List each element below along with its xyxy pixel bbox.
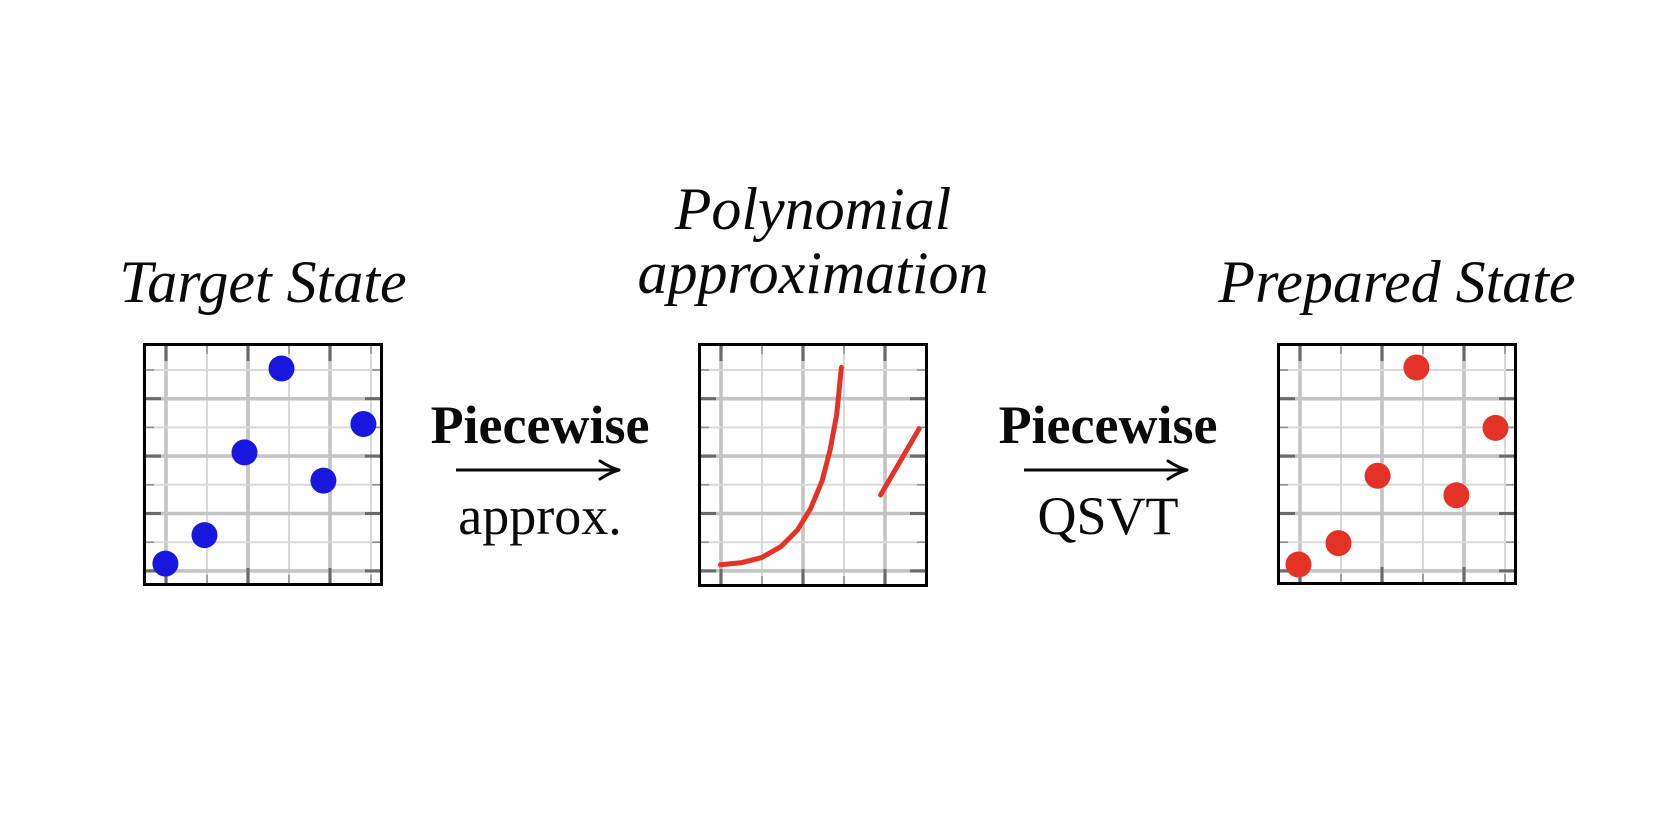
prepared-state-plot: [1277, 343, 1517, 585]
piecewise-approx-top-label: Piecewise: [430, 395, 650, 455]
title-polynomial-line2: approximation: [637, 240, 989, 306]
title-target-state: Target State: [119, 250, 406, 314]
arrow-group-piecewise-qsvt: Piecewise QSVT: [928, 385, 1288, 555]
arrow-group-piecewise-approx: Piecewise approx.: [360, 385, 720, 555]
piecewise-qsvt-top-label: Piecewise: [998, 395, 1218, 455]
title-prepared-state: Prepared State: [1218, 250, 1575, 314]
title-target-state-text: Target State: [119, 249, 407, 315]
polynomial-approximation-plot: [698, 343, 928, 587]
piecewise-qsvt-bottom-label: QSVT: [1037, 486, 1179, 546]
title-prepared-state-text: Prepared State: [1218, 249, 1576, 315]
piecewise-approx-bottom-label: approx.: [458, 486, 622, 546]
right-arrow-icon: [456, 459, 621, 481]
target-state-plot: [143, 343, 383, 586]
title-polynomial-approximation: Polynomial approximation: [637, 177, 988, 305]
right-arrow-icon: [1024, 459, 1189, 481]
title-polynomial-line1: Polynomial: [674, 176, 952, 242]
